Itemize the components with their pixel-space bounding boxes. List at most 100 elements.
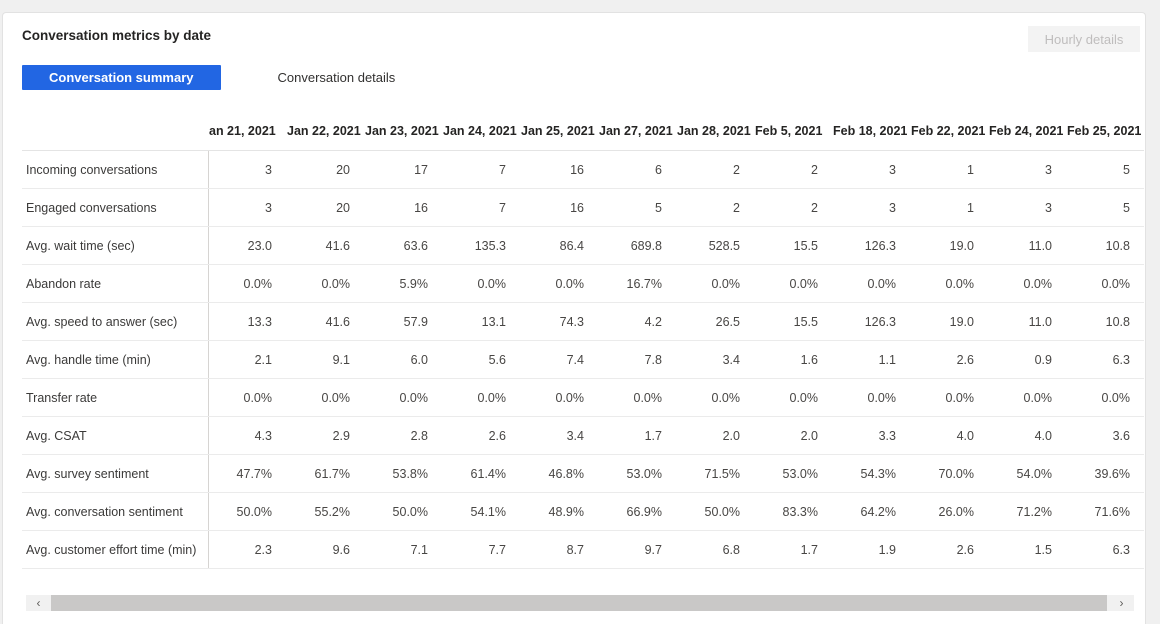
column-header: Jan 25, 2021 xyxy=(521,124,595,138)
table-row: Avg. survey sentiment 47.7% 61.7% 53.8% 61.4… xyxy=(22,455,1144,493)
table-cell: 26.5 xyxy=(715,314,740,329)
conversation-metrics-panel: Conversation metrics by date Hourly deta… xyxy=(2,12,1146,624)
table-cell: 16 xyxy=(414,200,428,215)
column-header: Jan 27, 2021 xyxy=(599,124,673,138)
scroll-left-icon[interactable]: ‹ xyxy=(26,595,51,611)
table-cell: 6.3 xyxy=(1112,542,1130,557)
table-cell: 4.2 xyxy=(644,314,662,329)
row-label: Incoming conversations xyxy=(22,151,209,188)
table-cell: 7.8 xyxy=(644,352,662,367)
table-cell: 5 xyxy=(1123,162,1130,177)
column-header: Feb 5, 2021 xyxy=(755,124,823,138)
table-cell: 126.3 xyxy=(864,314,896,329)
table-cell: 19.0 xyxy=(949,314,974,329)
horizontal-scrollbar[interactable]: ‹ › xyxy=(26,595,1134,611)
table-cell: 135.3 xyxy=(474,238,506,253)
table-cell: 74.3 xyxy=(559,314,584,329)
table-cell: 5 xyxy=(655,200,662,215)
table-cell: 86.4 xyxy=(559,238,584,253)
row-label: Avg. survey sentiment xyxy=(22,455,209,492)
table-cell: 15.5 xyxy=(793,238,818,253)
table-cell: 71.2% xyxy=(1016,504,1052,519)
column-header: an 21, 2021 xyxy=(209,124,276,138)
table-cell: 54.0% xyxy=(1016,466,1052,481)
table-cell: 0.0% xyxy=(711,276,741,291)
table-cell: 0.0% xyxy=(477,276,507,291)
table-cell: 9.6 xyxy=(332,542,350,557)
table-cell: 2.0 xyxy=(800,428,818,443)
row-label: Avg. conversation sentiment xyxy=(22,493,209,530)
table-cell: 15.5 xyxy=(793,314,818,329)
table-cell: 39.6% xyxy=(1094,466,1130,481)
table-cell: 13.1 xyxy=(481,314,506,329)
column-header: Jan 22, 2021 xyxy=(287,124,361,138)
scrollbar-thumb[interactable] xyxy=(51,595,1107,611)
table-cell: 71.6% xyxy=(1094,504,1130,519)
table-cell: 5.9% xyxy=(399,276,429,291)
table-cell: 4.0 xyxy=(956,428,974,443)
table-cell: 0.0% xyxy=(945,276,975,291)
table-cell: 23.0 xyxy=(247,238,272,253)
table-cell: 50.0% xyxy=(704,504,740,519)
table-row: Avg. conversation sentiment 50.0% 55.2% 50.… xyxy=(22,493,1144,531)
column-header: Feb 24, 2021 xyxy=(989,124,1064,138)
table-cell: 9.1 xyxy=(332,352,350,367)
table-cell: 2 xyxy=(811,200,818,215)
table-header-row: an 21, 2021 Jan 22, 2021 Jan 23, 2021 Jan 2… xyxy=(22,112,1144,151)
table-cell: 0.0% xyxy=(1101,390,1131,405)
table-row: Avg. speed to answer (sec) 13.3 41.6 57.9 13… xyxy=(22,303,1144,341)
table-cell: 2.8 xyxy=(410,428,428,443)
table-cell: 0.0% xyxy=(1023,390,1053,405)
table-cell: 1.7 xyxy=(644,428,662,443)
table-cell: 2.3 xyxy=(254,542,272,557)
table-row: Avg. handle time (min) 2.1 9.1 6.0 5.6 7.4 7.8… xyxy=(22,341,1144,379)
table-row: Avg. CSAT 4.3 2.9 2.8 2.6 3.4 1.7 2.0 2.0 3.3 4.0 4… xyxy=(22,417,1144,455)
table-cell: 3 xyxy=(889,200,896,215)
table-cell: 19.0 xyxy=(949,238,974,253)
table-cell: 17 xyxy=(414,162,428,177)
tab-conversation-details[interactable]: Conversation details xyxy=(221,65,453,90)
table-cell: 64.2% xyxy=(860,504,896,519)
table-cell: 3 xyxy=(265,162,272,177)
table-cell: 0.0% xyxy=(789,276,819,291)
table-cell: 46.8% xyxy=(548,466,584,481)
table-cell: 1.6 xyxy=(800,352,818,367)
column-header: Feb 25, 2021 xyxy=(1067,124,1142,138)
table-cell: 54.1% xyxy=(470,504,506,519)
table-cell: 2.6 xyxy=(488,428,506,443)
tab-bar: Conversation summary Conversation detail… xyxy=(22,65,1145,90)
table-cell: 7 xyxy=(499,200,506,215)
table-cell: 16.7% xyxy=(626,276,662,291)
table-cell: 6.0 xyxy=(410,352,428,367)
table-cell: 16 xyxy=(570,200,584,215)
table-cell: 9.7 xyxy=(644,542,662,557)
column-header: Feb 18, 2021 xyxy=(833,124,908,138)
table-cell: 1.5 xyxy=(1034,542,1052,557)
table-cell: 10.8 xyxy=(1105,238,1130,253)
scroll-right-icon[interactable]: › xyxy=(1109,595,1134,611)
table-cell: 6 xyxy=(655,162,662,177)
row-label: Avg. handle time (min) xyxy=(22,341,209,378)
table-cell: 1 xyxy=(967,162,974,177)
table-cell: 2 xyxy=(811,162,818,177)
table-cell: 3 xyxy=(1045,200,1052,215)
page-title: Conversation metrics by date xyxy=(22,28,212,43)
table-cell: 2 xyxy=(733,200,740,215)
table-cell: 6.8 xyxy=(722,542,740,557)
table-cell: 689.8 xyxy=(630,238,662,253)
table-row: Incoming conversations 3 20 17 7 16 6 2 2 3 1 3 5 xyxy=(22,151,1144,189)
table-cell: 4.3 xyxy=(254,428,272,443)
table-cell: 2.6 xyxy=(956,352,974,367)
table-cell: 3 xyxy=(889,162,896,177)
tab-conversation-summary[interactable]: Conversation summary xyxy=(22,65,221,90)
table-cell: 70.0% xyxy=(938,466,974,481)
table-cell: 47.7% xyxy=(236,466,272,481)
row-label: Avg. CSAT xyxy=(22,417,209,454)
table-cell: 0.0% xyxy=(1101,276,1131,291)
table-cell: 8.7 xyxy=(566,542,584,557)
hourly-details-button[interactable]: Hourly details xyxy=(1028,26,1140,52)
row-label: Avg. customer effort time (min) xyxy=(22,531,209,568)
table-cell: 5 xyxy=(1123,200,1130,215)
table-cell: 11.0 xyxy=(1028,238,1052,253)
table-cell: 55.2% xyxy=(314,504,350,519)
